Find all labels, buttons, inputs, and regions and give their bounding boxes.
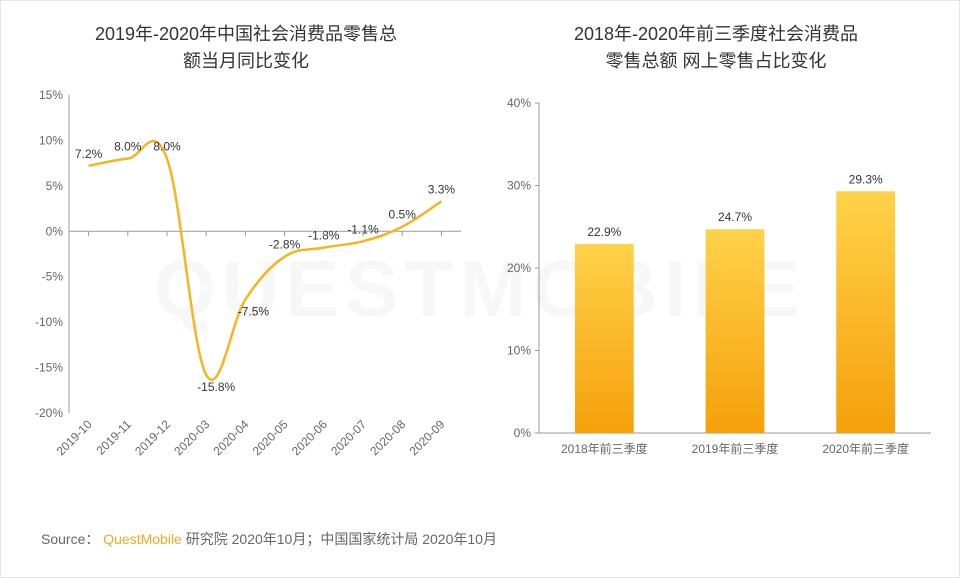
x-tick-label: 2020-08 <box>367 417 408 458</box>
right-chart-title: 2018年-2020年前三季度社会消费品 零售总额 网上零售占比变化 <box>491 21 941 75</box>
y-tick-label: 0% <box>514 426 532 440</box>
source-line: Source： QuestMobile 研究院 2020年10月；中国国家统计局… <box>41 529 497 549</box>
data-point-label: 3.3% <box>428 182 456 196</box>
y-tick-label: 5% <box>46 179 64 193</box>
x-category-label: 2019年前三季度 <box>692 441 779 456</box>
y-tick-label: -15% <box>35 361 63 375</box>
y-tick-label: 10% <box>507 344 531 358</box>
y-tick-label: -10% <box>35 315 63 329</box>
y-tick-label: -5% <box>42 270 64 284</box>
bar-value-label: 22.9% <box>587 225 621 239</box>
right-title-line2: 零售总额 网上零售占比变化 <box>606 51 827 71</box>
left-panel: 2019年-2020年中国社会消费品零售总 额当月同比变化 -20% -15% -1… <box>21 21 471 511</box>
right-chart-area: 0% 10% 20% 30% 40% 22.9% 2018年前三季度 24.7% 2019年前三… <box>491 83 941 511</box>
data-point-label: 0.5% <box>389 208 417 222</box>
right-title-line1: 2018年-2020年前三季度社会消费品 <box>574 24 858 44</box>
data-point-label: 8.0% <box>153 140 181 154</box>
source-brand: QuestMobile <box>103 531 182 547</box>
y-tick-label: 0% <box>46 224 64 238</box>
y-tick-label: 15% <box>39 88 63 102</box>
source-prefix: Source： <box>41 531 99 547</box>
y-tick-label: 10% <box>39 133 63 147</box>
x-tick-label: 2020-04 <box>210 417 251 458</box>
x-tick-label: 2020-06 <box>289 417 330 458</box>
x-category-label: 2020年前三季度 <box>822 441 909 456</box>
bar <box>575 244 634 433</box>
left-title-line2: 额当月同比变化 <box>183 51 309 71</box>
x-category-label: 2018年前三季度 <box>561 441 648 456</box>
bar-value-label: 29.3% <box>849 172 883 186</box>
bar-value-label: 24.7% <box>718 210 752 224</box>
y-tick-label: 40% <box>507 96 531 110</box>
source-suffix: 研究院 2020年10月；中国国家统计局 2020年10月 <box>186 531 497 547</box>
data-point-label: -2.8% <box>269 238 301 252</box>
data-point-label: 7.2% <box>75 147 103 161</box>
x-tick-label: 2020-09 <box>406 417 447 458</box>
y-tick-label: 30% <box>507 179 531 193</box>
x-tick-label: 2020-07 <box>328 417 369 458</box>
left-chart-title: 2019年-2020年中国社会消费品零售总 额当月同比变化 <box>21 21 471 75</box>
right-panel: 2018年-2020年前三季度社会消费品 零售总额 网上零售占比变化 0% 10%… <box>491 21 941 511</box>
x-tick-label: 2020-03 <box>171 417 212 458</box>
data-point-label: -7.5% <box>238 304 270 318</box>
left-chart-area: -20% -15% -10% -5% 0% 5% 10% 15% 7.2% 8.0% 8.0% -15… <box>21 83 471 511</box>
y-tick-label: 20% <box>507 261 531 275</box>
x-tick-label: 2019-11 <box>94 417 135 458</box>
y-tick-label: -20% <box>35 406 63 420</box>
bar-chart-svg: 0% 10% 20% 30% 40% 22.9% 2018年前三季度 24.7% 2019年前三… <box>491 83 941 493</box>
data-point-label: 8.0% <box>114 140 142 154</box>
bar <box>836 191 895 433</box>
left-title-line1: 2019年-2020年中国社会消费品零售总 <box>95 24 397 44</box>
x-tick-label: 2020-05 <box>250 417 291 458</box>
charts-container: 2019年-2020年中国社会消费品零售总 额当月同比变化 -20% -15% -1… <box>1 1 959 511</box>
line-chart-svg: -20% -15% -10% -5% 0% 5% 10% 15% 7.2% 8.0% 8.0% -15… <box>21 83 471 493</box>
data-line <box>89 141 442 380</box>
data-point-label: -15.8% <box>197 380 235 394</box>
x-tick-label: 2019-12 <box>132 417 173 458</box>
bar <box>706 229 765 433</box>
x-tick-label: 2019-10 <box>54 417 95 458</box>
